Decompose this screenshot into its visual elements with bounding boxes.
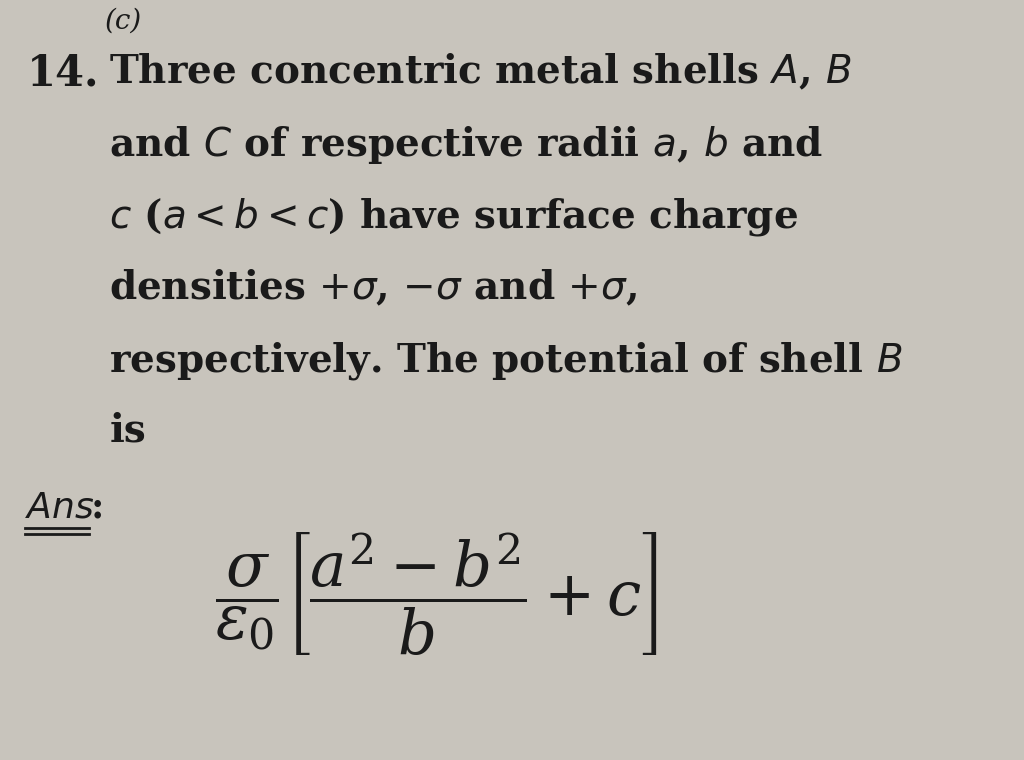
Text: $Ans$: $Ans$: [26, 490, 95, 524]
Text: is: is: [110, 412, 145, 450]
Text: and $C$ of respective radii $a$, $b$ and: and $C$ of respective radii $a$, $b$ and: [110, 124, 823, 166]
Text: respectively. The potential of shell $B$: respectively. The potential of shell $B$: [110, 340, 902, 382]
Text: $\dfrac{\sigma}{\varepsilon_0}\left[\dfrac{a^2-b^2}{b}+c\right]$: $\dfrac{\sigma}{\varepsilon_0}\left[\dfr…: [215, 530, 657, 657]
Text: Three concentric metal shells $A$, $B$: Three concentric metal shells $A$, $B$: [110, 52, 852, 92]
Text: :: :: [91, 490, 104, 524]
Text: $c$ ($a < b < c$) have surface charge: $c$ ($a < b < c$) have surface charge: [110, 196, 798, 238]
Text: densities $+\sigma$, $-\sigma$ and $+\sigma$,: densities $+\sigma$, $-\sigma$ and $+\si…: [110, 268, 637, 309]
Text: 14.: 14.: [28, 52, 99, 94]
Text: (c): (c): [104, 8, 142, 35]
